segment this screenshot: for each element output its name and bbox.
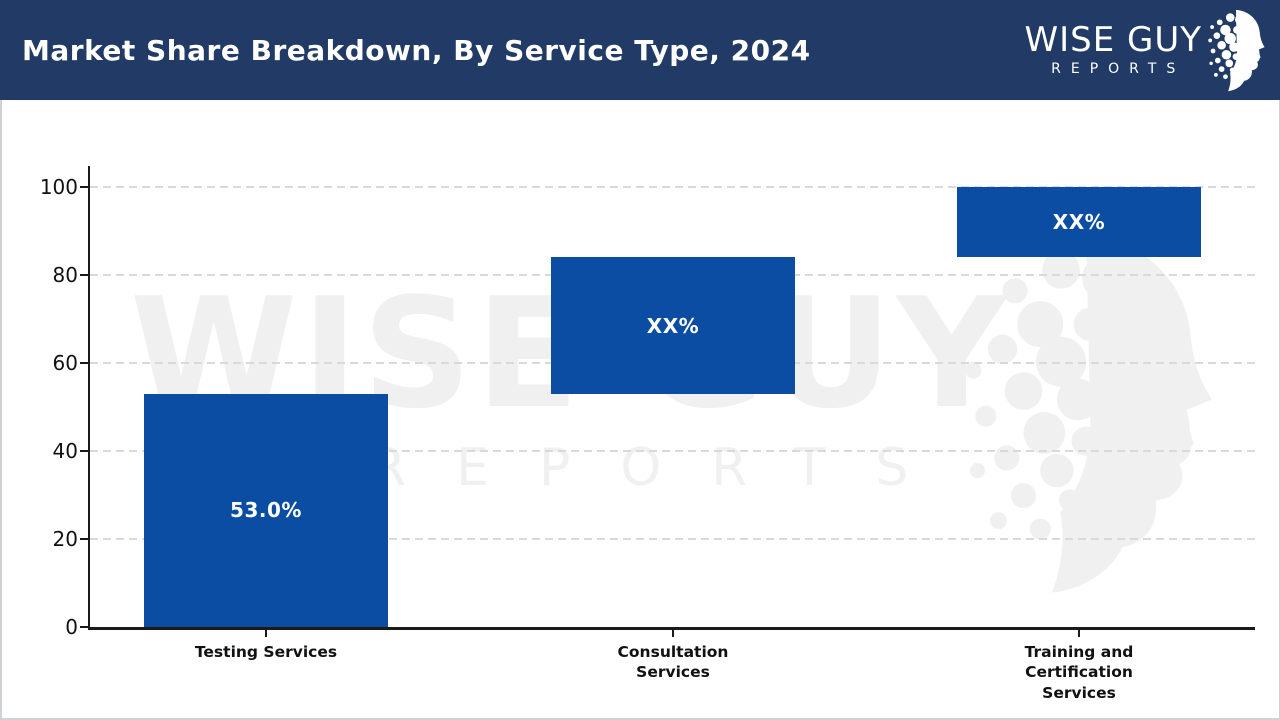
bar: 53.0% [144, 393, 388, 627]
y-tick-mark [80, 274, 88, 276]
bar-value-label: 53.0% [230, 498, 302, 523]
brand-face-icon [1204, 8, 1266, 92]
x-tick-label: Training and Certification Services [1024, 643, 1134, 702]
brand-logo-text: WISE GUY REPORTS [1024, 20, 1202, 77]
y-tick-label: 20 [52, 527, 78, 551]
brand-wordmark: WISE GUY [1024, 20, 1202, 61]
x-tick-label: Testing Services [194, 643, 338, 661]
page-title: Market Share Breakdown, By Service Type,… [22, 33, 811, 67]
bar-value-label: XX% [646, 313, 700, 338]
y-tick-label: 0 [65, 615, 78, 639]
gridline [90, 186, 1255, 188]
y-tick-mark [80, 450, 88, 452]
x-tick-label: Consultation Services [617, 643, 729, 682]
bar: XX% [957, 187, 1201, 258]
y-tick-mark [80, 626, 88, 628]
y-tick-mark [80, 186, 88, 188]
brand-subtext: REPORTS [1051, 60, 1186, 77]
bar: XX% [551, 257, 795, 394]
bar-value-label: XX% [1052, 210, 1106, 235]
x-tick-mark [265, 630, 267, 637]
x-tick-mark [672, 630, 674, 637]
brand-logo: WISE GUY REPORTS [1024, 8, 1266, 92]
gridline [90, 450, 1255, 452]
x-axis [88, 627, 1255, 630]
y-tick-label: 40 [52, 439, 78, 463]
y-tick-label: 100 [39, 175, 78, 199]
header: Market Share Breakdown, By Service Type,… [0, 0, 1280, 100]
gridline [90, 538, 1255, 540]
chart-region: WISE GUY REPORTS 0 20 40 60 80 100 53.0% Testin… [0, 100, 1280, 720]
y-tick-label: 80 [52, 263, 78, 287]
x-tick-mark [1078, 630, 1080, 637]
waterfall-chart: 0 20 40 60 80 100 53.0% Testing Services XX% Cons… [2, 100, 1279, 718]
y-axis [88, 166, 90, 630]
y-tick-mark [80, 538, 88, 540]
y-tick-label: 60 [52, 351, 78, 375]
y-tick-mark [80, 362, 88, 364]
